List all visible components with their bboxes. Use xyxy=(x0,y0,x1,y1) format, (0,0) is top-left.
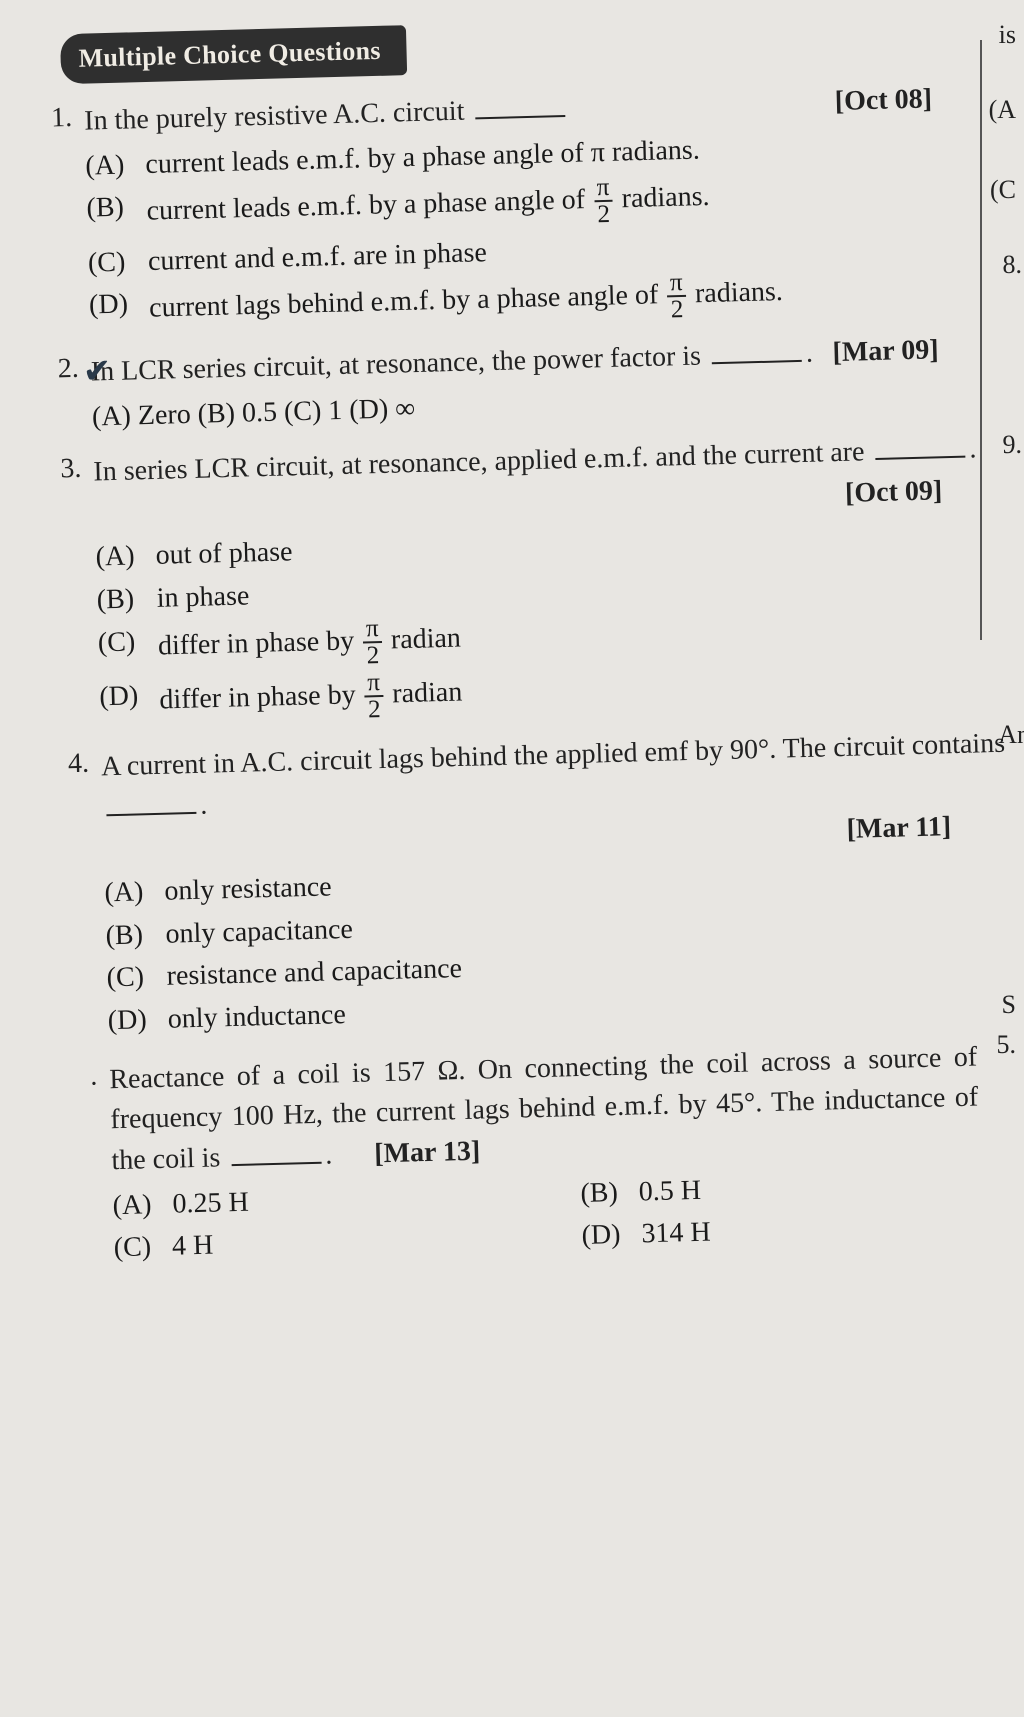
edge-text: 9. xyxy=(1003,430,1023,460)
stem-text: In LCR series circuit, at resonance, the… xyxy=(90,340,701,387)
option-label: (A) xyxy=(85,145,146,187)
exam-tag: [Oct 08] xyxy=(834,79,932,122)
edge-text: (A xyxy=(989,95,1016,125)
option-text: 4 H xyxy=(172,1230,214,1262)
option-label: (D) xyxy=(89,284,150,326)
edge-text: is xyxy=(999,20,1016,50)
question-number: 1. xyxy=(32,102,85,135)
question-5: . Reactance of a coil is 157 Ω. On conne… xyxy=(57,1036,1020,1183)
option-label: (C) xyxy=(87,242,148,284)
exam-tag: [Mar 13] xyxy=(374,1135,481,1169)
stem-text: A current in A.C. circuit lags behind th… xyxy=(101,728,1006,783)
option-text: 314 H xyxy=(641,1217,711,1250)
option-label: (D) xyxy=(99,676,160,718)
question-4: 4. A current in A.C. circuit lags behind… xyxy=(49,724,1012,871)
blank xyxy=(712,336,803,364)
fraction-pi-over-2: π 2 xyxy=(593,175,613,228)
blank xyxy=(106,789,197,817)
option-label: (B) xyxy=(86,187,147,229)
stem-text: In series LCR circuit, at resonance, app… xyxy=(93,436,865,487)
option-label: (C) xyxy=(97,621,158,663)
exam-tag: [Oct 09] xyxy=(845,471,943,514)
option-label: (C) xyxy=(106,957,167,999)
stem-text: In the purely resistive A.C. circuit xyxy=(84,96,465,137)
fraction-pi-over-2: π 2 xyxy=(364,670,384,723)
fraction-pi-over-2: π 2 xyxy=(363,616,383,669)
blank xyxy=(875,433,966,461)
pencil-tick-icon: ✔ xyxy=(82,351,112,392)
option-label: (C) xyxy=(113,1232,151,1264)
page-content: Multiple Choice Questions 1. In the pure… xyxy=(30,10,1022,1271)
question-number: 3. xyxy=(41,453,94,486)
exam-tag: [Mar 09] xyxy=(832,330,939,373)
option-label: (B) xyxy=(580,1177,618,1209)
fraction-pi-over-2: π 2 xyxy=(667,270,687,323)
option-text: 0.25 H xyxy=(172,1187,249,1220)
blank xyxy=(231,1138,322,1166)
option-label: (D) xyxy=(581,1219,621,1251)
option-label: (A) xyxy=(112,1190,152,1222)
option-label: (A) xyxy=(95,536,156,578)
question-number: . xyxy=(57,1060,110,1093)
option-label: (B) xyxy=(105,915,166,957)
option-label: (A) xyxy=(104,872,165,914)
blank xyxy=(475,92,566,120)
option-text: 0.5 H xyxy=(638,1175,701,1208)
question-stem: Reactance of a coil is 157 Ω. On connect… xyxy=(109,1036,1020,1182)
question-number: 4. xyxy=(49,748,102,781)
edge-text: 8. xyxy=(1003,250,1023,280)
question-stem: A current in A.C. circuit lags behind th… xyxy=(101,724,1012,870)
option-label: (D) xyxy=(107,1000,168,1042)
exam-tag: [Mar 11] xyxy=(846,807,951,850)
option-label: (B) xyxy=(96,579,157,621)
section-heading: Multiple Choice Questions xyxy=(60,25,407,84)
